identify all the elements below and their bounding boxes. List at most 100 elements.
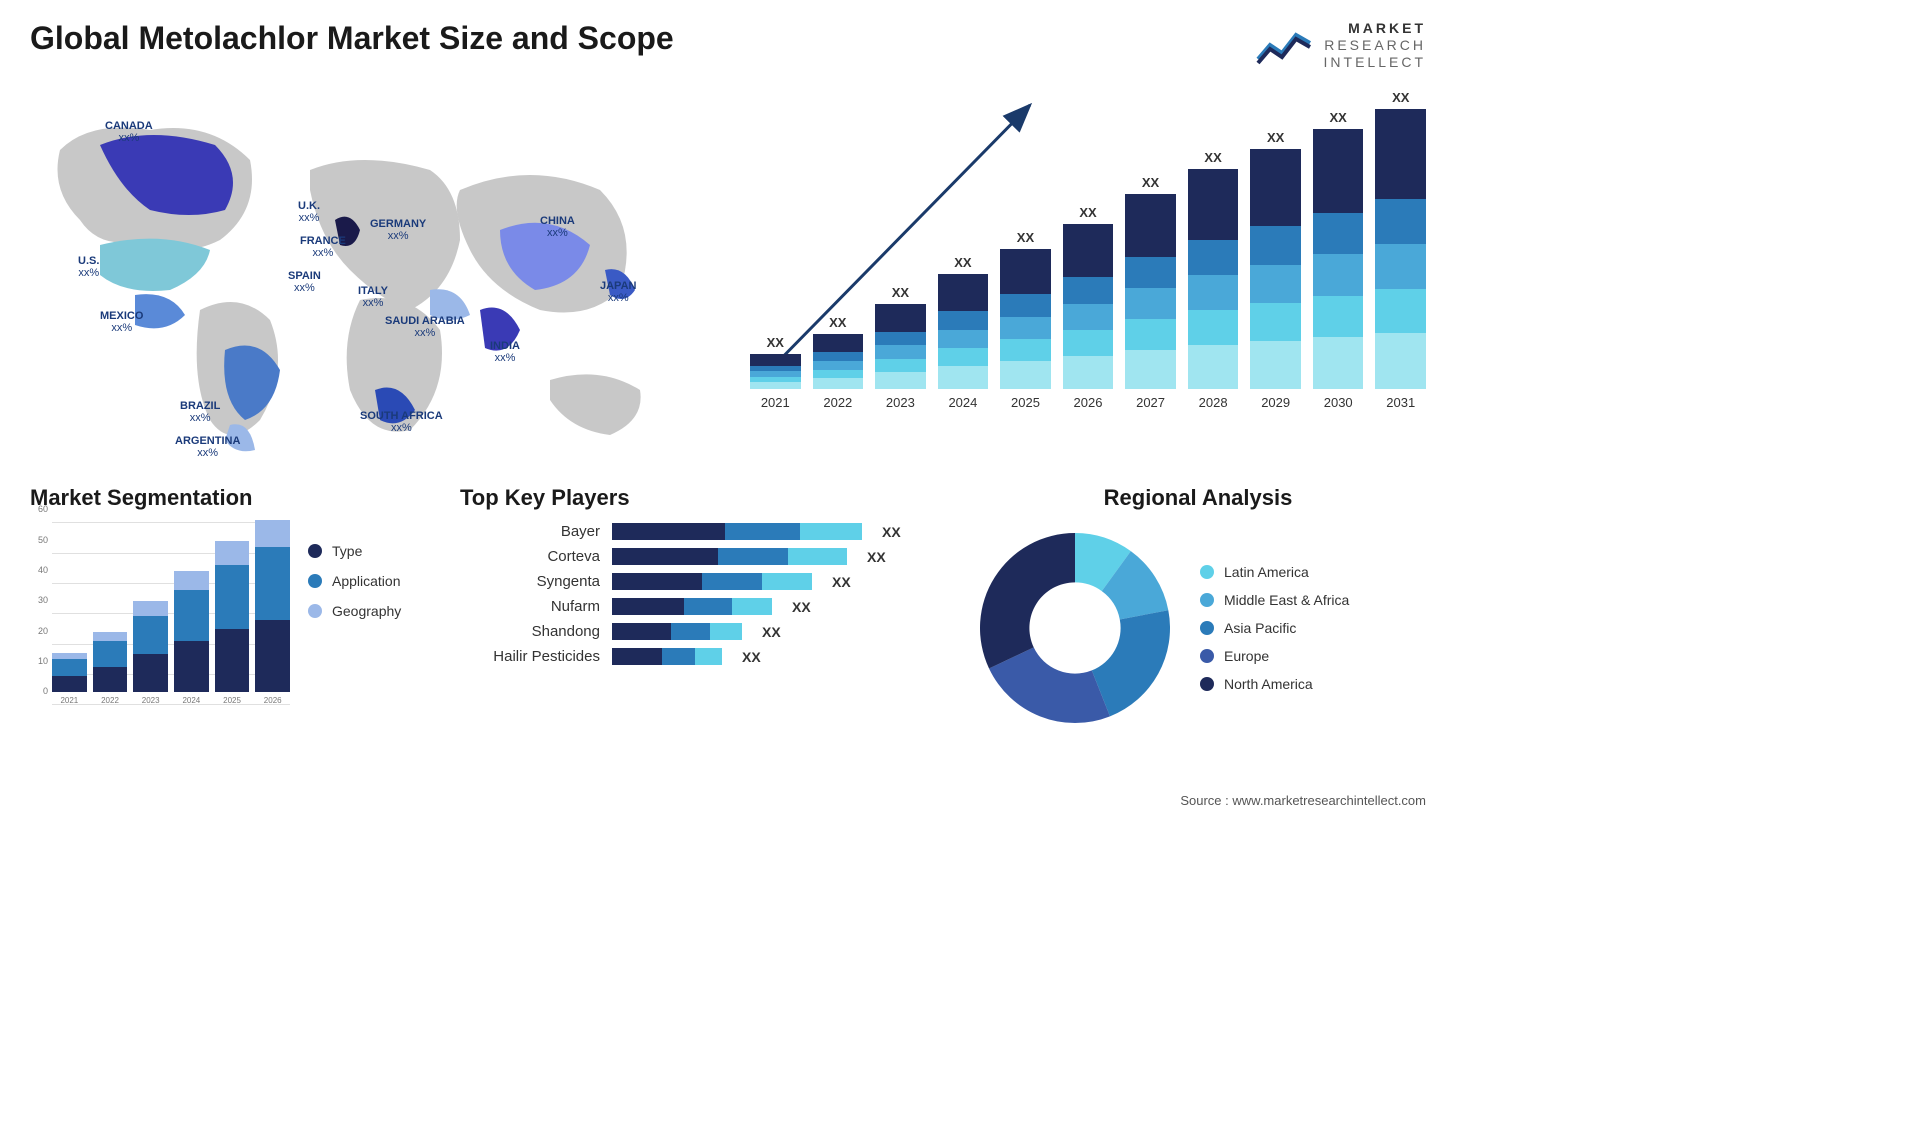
kp-row-hailirpesticides: Hailir PesticidesXX xyxy=(460,648,940,665)
forecast-bar-year: 2026 xyxy=(1074,395,1103,410)
forecast-bar-2023: XX 2023 xyxy=(875,285,926,410)
donut-slice-northamerica xyxy=(980,533,1075,668)
seg-bar-year: 2023 xyxy=(142,696,160,705)
kp-row-bayer: Bayer XX xyxy=(460,523,940,540)
reg-legend-label: Latin America xyxy=(1224,564,1309,580)
kp-row-corteva: Corteva XX xyxy=(460,548,940,565)
forecast-bar-year: 2021 xyxy=(761,395,790,410)
seg-y-tick: 20 xyxy=(38,626,48,636)
reg-legend-label: Europe xyxy=(1224,648,1269,664)
seg-legend-item: Type xyxy=(308,543,401,559)
kp-label: Syngenta xyxy=(460,573,600,590)
forecast-bar-value: XX xyxy=(1330,110,1347,125)
kp-value: XX xyxy=(742,649,761,665)
forecast-bar-year: 2030 xyxy=(1324,395,1353,410)
seg-legend-item: Geography xyxy=(308,603,401,619)
seg-bar-2021: 2021 xyxy=(52,653,87,705)
world-map: CANADAxx% U.S.xx% MEXICOxx% BRAZILxx% ARGENT… xyxy=(30,90,670,460)
seg-y-tick: 50 xyxy=(38,535,48,545)
source-attribution: Source : www.marketresearchintellect.com xyxy=(1180,793,1426,808)
map-label-germany: GERMANYxx% xyxy=(370,218,426,242)
seg-bar-2024: 2024 xyxy=(174,571,209,705)
forecast-bar-value: XX xyxy=(1392,90,1409,105)
seg-bar-2025: 2025 xyxy=(215,541,250,706)
map-label-brazil: BRAZILxx% xyxy=(180,400,220,424)
key-players-title: Top Key Players xyxy=(460,485,940,511)
forecast-bar-2030: XX 2030 xyxy=(1313,110,1364,410)
map-label-southafrica: SOUTH AFRICAxx% xyxy=(360,410,443,434)
reg-legend-item: Middle East & Africa xyxy=(1200,592,1349,608)
page-title: Global Metolachlor Market Size and Scope xyxy=(30,20,674,57)
map-label-france: FRANCExx% xyxy=(300,235,346,259)
forecast-bar-2026: XX2026 xyxy=(1063,205,1114,410)
forecast-bar-2021: XX 2021 xyxy=(750,335,801,410)
brand-logo: MARKET RESEARCH INTELLECT xyxy=(1256,20,1426,70)
reg-legend-label: Middle East & Africa xyxy=(1224,592,1349,608)
seg-bar-year: 2024 xyxy=(182,696,200,705)
world-map-svg xyxy=(30,90,670,460)
segmentation-chart: 0102030405060 202120222023202420252026 xyxy=(30,523,290,723)
seg-bar-year: 2025 xyxy=(223,696,241,705)
seg-y-tick: 0 xyxy=(43,686,48,696)
forecast-bar-year: 2029 xyxy=(1261,395,1290,410)
kp-value: XX xyxy=(762,624,781,640)
forecast-bar-year: 2027 xyxy=(1136,395,1165,410)
seg-bar-year: 2022 xyxy=(101,696,119,705)
seg-y-tick: 60 xyxy=(38,504,48,514)
segmentation-title: Market Segmentation xyxy=(30,485,430,511)
kp-value: XX xyxy=(882,524,901,540)
kp-value: XX xyxy=(832,574,851,590)
reg-legend-item: Asia Pacific xyxy=(1200,620,1349,636)
seg-legend-label: Type xyxy=(332,543,362,559)
kp-value: XX xyxy=(867,549,886,565)
forecast-bar-year: 2025 xyxy=(1011,395,1040,410)
logo-line-2: RESEARCH xyxy=(1324,37,1426,54)
seg-y-tick: 40 xyxy=(38,565,48,575)
seg-bar-year: 2026 xyxy=(264,696,282,705)
logo-mark-icon xyxy=(1256,25,1316,65)
forecast-bar-year: 2023 xyxy=(886,395,915,410)
map-label-us: U.S.xx% xyxy=(78,255,99,279)
forecast-bar-2024: XX 2024 xyxy=(938,255,989,410)
forecast-bar-value: XX xyxy=(1017,230,1034,245)
kp-label: Corteva xyxy=(460,548,600,565)
forecast-bar-2022: XX2022 xyxy=(813,315,864,410)
kp-row-nufarm: Nufarm XX xyxy=(460,598,940,615)
forecast-bar-2031: XX 2031 xyxy=(1375,90,1426,410)
forecast-bar-year: 2031 xyxy=(1386,395,1415,410)
forecast-bar-value: XX xyxy=(767,335,784,350)
seg-y-tick: 10 xyxy=(38,656,48,666)
kp-label: Nufarm xyxy=(460,598,600,615)
reg-legend-item: Europe xyxy=(1200,648,1349,664)
regional-donut-chart xyxy=(970,523,1180,733)
forecast-bar-2029: XX 2029 xyxy=(1250,130,1301,410)
map-label-china: CHINAxx% xyxy=(540,215,575,239)
logo-line-1: MARKET xyxy=(1324,20,1426,37)
map-label-mexico: MEXICOxx% xyxy=(100,310,143,334)
kp-label: Shandong xyxy=(460,623,600,640)
map-label-saudiarabia: SAUDI ARABIAxx% xyxy=(385,315,465,339)
segmentation-legend: Type Application Geography xyxy=(308,523,401,723)
forecast-bar-2027: XX2027 xyxy=(1125,175,1176,410)
map-label-spain: SPAINxx% xyxy=(288,270,321,294)
reg-legend-item: Latin America xyxy=(1200,564,1349,580)
forecast-bar-value: XX xyxy=(1267,130,1284,145)
kp-row-syngenta: Syngenta XX xyxy=(460,573,940,590)
forecast-bar-year: 2024 xyxy=(948,395,977,410)
kp-value: XX xyxy=(792,599,811,615)
logo-line-3: INTELLECT xyxy=(1324,54,1426,71)
map-label-argentina: ARGENTINAxx% xyxy=(175,435,240,459)
reg-legend-label: North America xyxy=(1224,676,1313,692)
forecast-bar-2028: XX2028 xyxy=(1188,150,1239,410)
reg-legend-item: North America xyxy=(1200,676,1349,692)
seg-legend-label: Application xyxy=(332,573,401,589)
forecast-bar-value: XX xyxy=(954,255,971,270)
regional-title: Regional Analysis xyxy=(970,485,1426,511)
regional-panel: Regional Analysis Latin America Middle Ea… xyxy=(970,485,1426,733)
map-label-italy: ITALYxx% xyxy=(358,285,388,309)
seg-legend-label: Geography xyxy=(332,603,401,619)
forecast-bar-value: XX xyxy=(892,285,909,300)
map-label-japan: JAPANxx% xyxy=(600,280,636,304)
map-label-canada: CANADAxx% xyxy=(105,120,153,144)
kp-label: Bayer xyxy=(460,523,600,540)
